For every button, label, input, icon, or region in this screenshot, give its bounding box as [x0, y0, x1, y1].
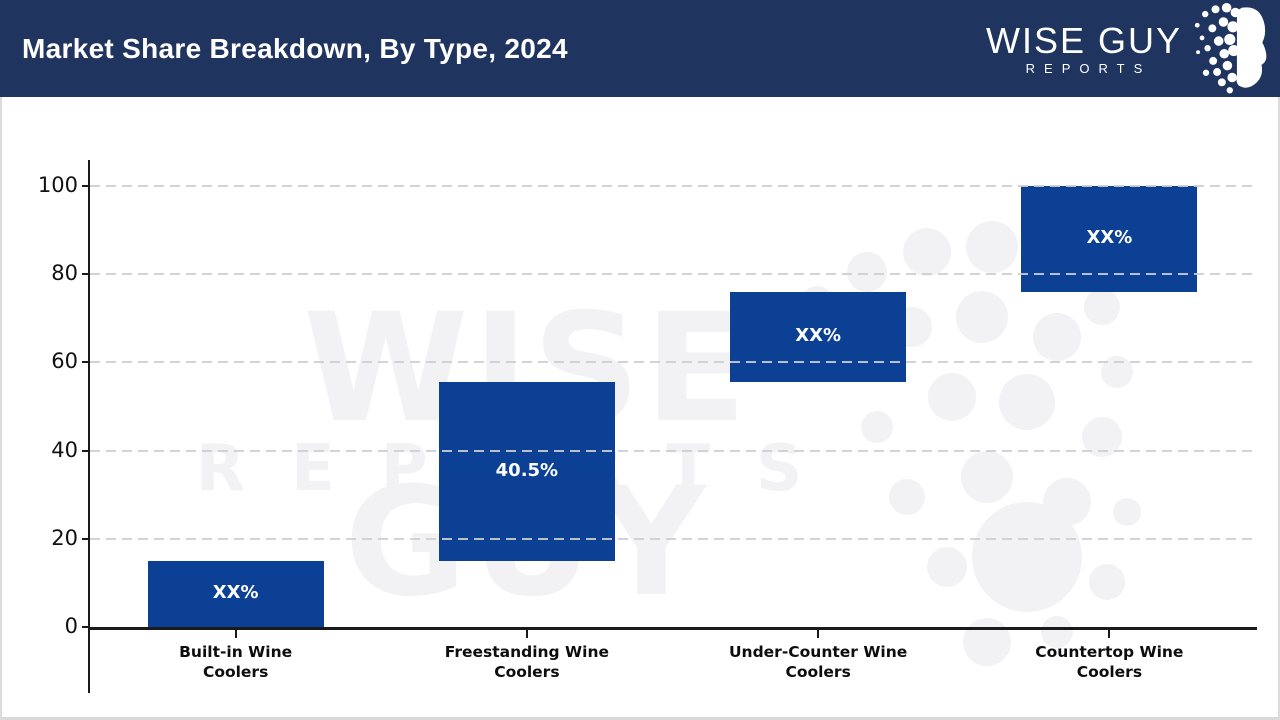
- x-tick-mark: [525, 630, 528, 638]
- y-axis-line: [88, 160, 90, 693]
- y-tick-label: 40: [51, 437, 78, 462]
- x-tick-label: Under-Counter Wine Coolers: [728, 643, 908, 681]
- x-tick-label: Freestanding Wine Coolers: [444, 643, 610, 681]
- y-tick-label: 20: [51, 525, 78, 550]
- y-tick-label: 100: [37, 173, 78, 197]
- y-tick-label: 0: [64, 614, 78, 638]
- gridline: [90, 449, 1255, 452]
- y-tick-mark: [82, 361, 89, 364]
- logo-wordmark: WISE GUY: [985, 19, 1182, 61]
- gridline: [90, 361, 1255, 364]
- x-axis-line: [88, 627, 1257, 630]
- bar-value-label: 40.5%: [495, 459, 559, 481]
- header: Market Share Breakdown, By Type, 2024 WI…: [0, 0, 1280, 97]
- gridline: [90, 273, 1255, 276]
- logo-subtext: REPORTS: [1025, 60, 1152, 76]
- watermark-head-dots: [801, 221, 1141, 666]
- gridline: [90, 185, 1255, 187]
- x-tick-mark: [817, 630, 820, 638]
- x-tick-mark: [234, 630, 237, 638]
- y-tick-mark: [82, 626, 89, 628]
- y-tick-label: 80: [51, 261, 78, 286]
- y-tick-label: 60: [51, 349, 78, 374]
- bar-segment: [147, 560, 324, 627]
- bar-segment: [730, 291, 907, 383]
- gridline: [90, 537, 1255, 540]
- y-tick-mark: [82, 537, 89, 540]
- x-tick-label: Countertop Wine Coolers: [1035, 643, 1184, 681]
- page-title: Market Share Breakdown, By Type, 2024: [22, 32, 568, 64]
- bar-value-label: XX%: [212, 581, 259, 603]
- logo-head-icon: [1194, 2, 1267, 93]
- x-tick-mark: [1108, 630, 1111, 638]
- bar-value-label: XX%: [795, 325, 842, 347]
- y-tick-mark: [82, 449, 89, 452]
- bar-segment: [438, 382, 615, 561]
- bar-value-label: XX%: [1086, 226, 1133, 248]
- y-tick-mark: [82, 185, 89, 187]
- y-tick-mark: [82, 273, 89, 276]
- wiseguy-logo: WISE GUY REPORTS: [985, 2, 1270, 95]
- logo-text: WISE GUY REPORTS: [985, 19, 1182, 76]
- x-tick-label: Built-in Wine Coolers: [179, 643, 293, 681]
